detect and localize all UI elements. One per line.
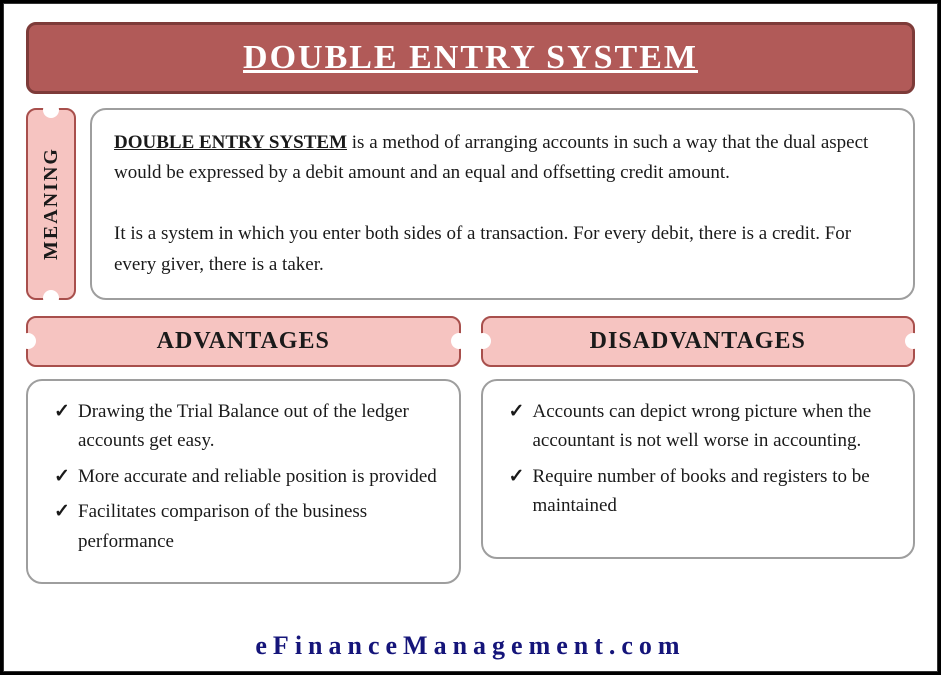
disadvantages-header: DISADVANTAGES [481,316,916,367]
meaning-tab-label: MEANING [40,148,63,261]
disadvantages-body: Accounts can depict wrong picture when t… [481,379,916,559]
meaning-para-2: It is a system in which you enter both s… [114,219,891,280]
meaning-section: MEANING DOUBLE ENTRY SYSTEM is a method … [26,108,915,300]
list-item: Accounts can depict wrong picture when t… [509,397,894,456]
advantages-column: ADVANTAGES Drawing the Trial Balance out… [26,316,461,584]
meaning-lead: DOUBLE ENTRY SYSTEM [114,132,347,153]
meaning-tab: MEANING [26,108,76,300]
advantages-body: Drawing the Trial Balance out of the led… [26,379,461,584]
disadvantages-list: Accounts can depict wrong picture when t… [503,397,894,521]
meaning-para-1: DOUBLE ENTRY SYSTEM is a method of arran… [114,128,891,189]
list-item: More accurate and reliable position is p… [54,462,439,491]
title-banner: DOUBLE ENTRY SYSTEM [26,22,915,94]
list-item: Facilitates comparison of the business p… [54,497,439,556]
columns: ADVANTAGES Drawing the Trial Balance out… [26,316,915,584]
infographic-container: DOUBLE ENTRY SYSTEM MEANING DOUBLE ENTRY… [3,3,938,672]
advantages-list: Drawing the Trial Balance out of the led… [48,397,439,556]
disadvantages-column: DISADVANTAGES Accounts can depict wrong … [481,316,916,584]
meaning-body: DOUBLE ENTRY SYSTEM is a method of arran… [90,108,915,300]
list-item: Drawing the Trial Balance out of the led… [54,397,439,456]
advantages-header: ADVANTAGES [26,316,461,367]
footer-link: eFinanceManagement.com [4,631,937,661]
list-item: Require number of books and registers to… [509,462,894,521]
